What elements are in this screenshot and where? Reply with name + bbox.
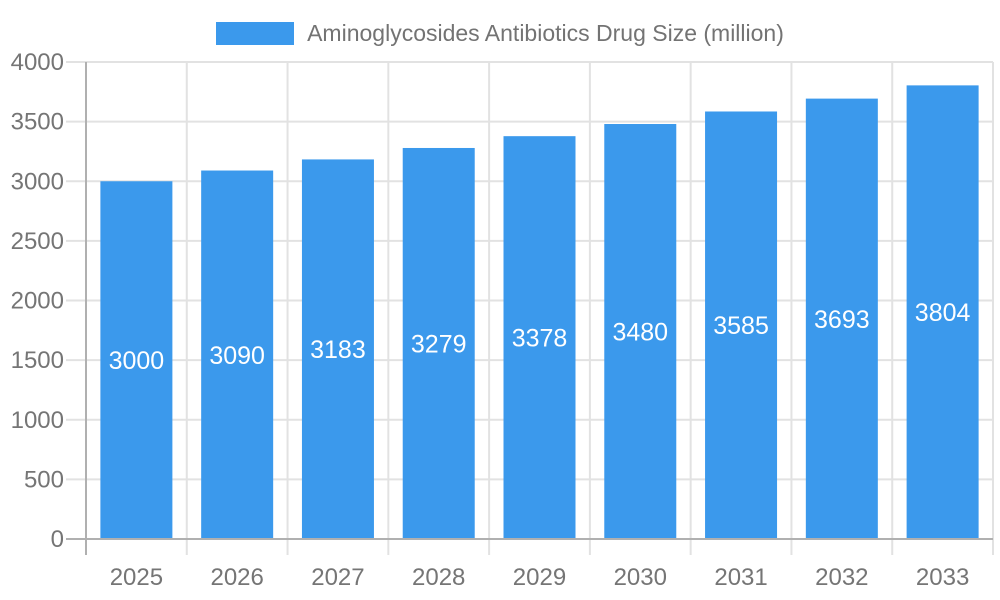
bar[interactable] <box>604 124 677 539</box>
bar-value-label: 3000 <box>109 347 165 375</box>
x-tick-label: 2025 <box>110 564 163 591</box>
legend[interactable]: Aminoglycosides Antibiotics Drug Size (m… <box>0 19 1000 47</box>
bar-value-label: 3090 <box>209 342 265 370</box>
bar-value-label: 3480 <box>612 319 668 347</box>
y-tick-label: 1000 <box>11 407 64 434</box>
x-tick-label: 2030 <box>614 564 667 591</box>
y-tick-label: 3500 <box>11 109 64 136</box>
legend-swatch[interactable] <box>216 21 295 45</box>
bar[interactable] <box>402 147 475 539</box>
y-tick-label: 500 <box>24 466 64 493</box>
bar-value-label: 3279 <box>411 330 467 358</box>
x-tick-label: 2028 <box>412 564 465 591</box>
x-tick-label: 2033 <box>916 564 969 591</box>
bar-value-label: 3585 <box>713 312 769 340</box>
bar[interactable] <box>906 85 979 540</box>
bar[interactable] <box>805 98 878 540</box>
legend-label: Aminoglycosides Antibiotics Drug Size (m… <box>307 20 784 46</box>
x-tick-label: 2032 <box>815 564 868 591</box>
bar[interactable] <box>301 159 374 539</box>
bar-value-label: 3804 <box>915 299 971 327</box>
bar[interactable] <box>705 111 778 540</box>
y-tick-label: 0 <box>51 526 64 553</box>
bar[interactable] <box>503 136 576 539</box>
bar-value-label: 3378 <box>512 325 568 353</box>
bar-value-label: 3693 <box>814 306 870 334</box>
bar-value-label: 3183 <box>310 336 366 364</box>
x-tick-label: 2027 <box>311 564 364 591</box>
y-tick-label: 2000 <box>11 288 64 315</box>
x-tick-label: 2026 <box>210 564 263 591</box>
y-tick-label: 3000 <box>11 168 64 195</box>
x-tick-label: 2029 <box>513 564 566 591</box>
y-tick-label: 1500 <box>11 347 64 374</box>
bar[interactable] <box>100 181 173 539</box>
x-tick-label: 2031 <box>714 564 767 591</box>
bar[interactable] <box>201 170 274 539</box>
y-tick-label: 4000 <box>11 49 64 76</box>
y-tick-label: 2500 <box>11 228 64 255</box>
